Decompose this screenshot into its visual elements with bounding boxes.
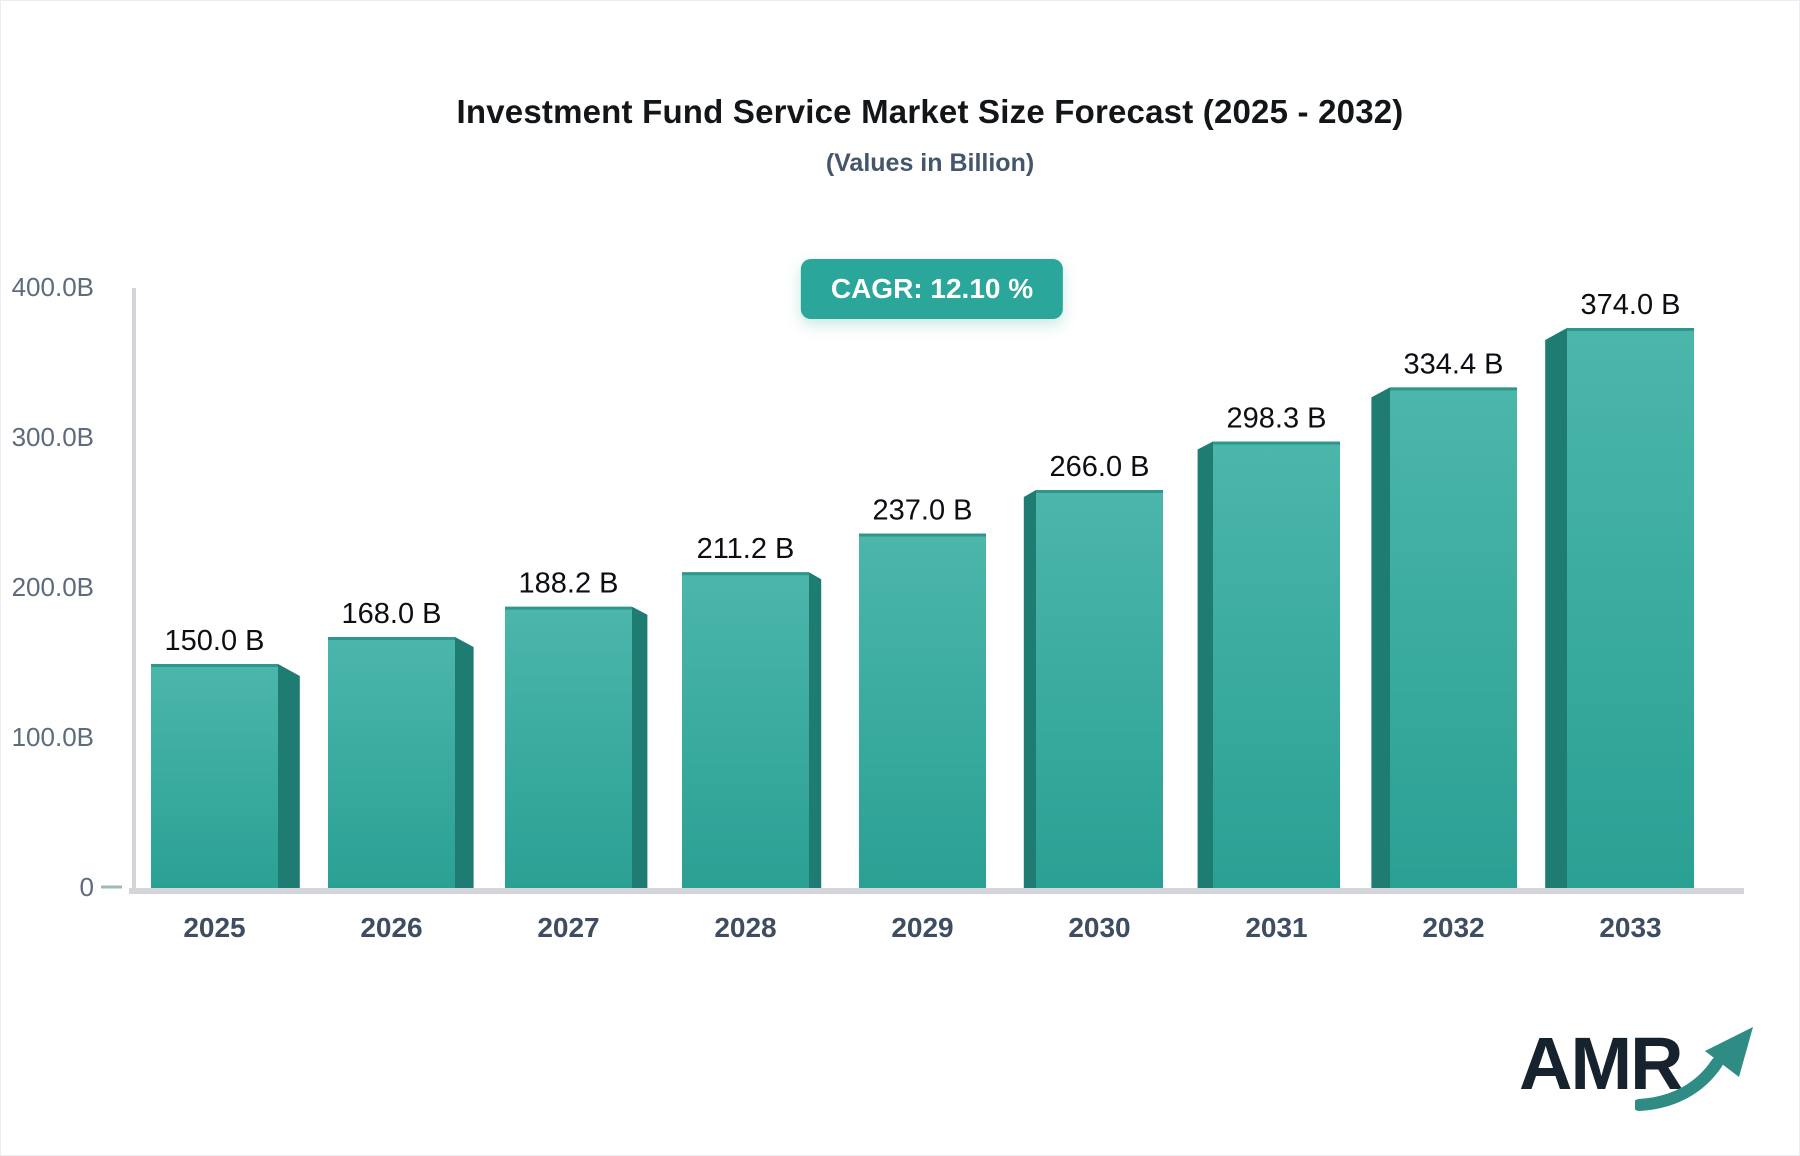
bar-value-label: 150.0 B (165, 625, 265, 657)
bar-top-edge (1390, 387, 1517, 391)
x-tick-label: 2026 (360, 912, 422, 943)
x-tick-label: 2029 (891, 912, 953, 943)
bar-top-edge (1036, 490, 1163, 493)
bar-top-edge (682, 572, 809, 576)
bar-face (1036, 490, 1163, 889)
bar-2033: 374.0 B (1545, 289, 1694, 889)
bar-face (1390, 387, 1517, 889)
bar-face (859, 533, 986, 889)
bar-2025: 150.0 B (151, 625, 300, 889)
bar-value-label: 237.0 B (873, 495, 973, 527)
bar-2030: 266.0 B (1023, 451, 1163, 889)
bar-2029: 237.0 B (859, 495, 986, 889)
cagr-badge-label: CAGR: 12.10 % (830, 273, 1034, 304)
bar-top-edge (1567, 328, 1694, 331)
bar-top-edge (859, 533, 986, 537)
bar-side-face (809, 572, 822, 889)
growth-arrow-icon (1635, 1027, 1753, 1111)
bar-value-label: 334.4 B (1404, 348, 1504, 380)
amr-logo-text: AMR (1519, 1022, 1684, 1105)
bar-value-label: 168.0 B (342, 598, 442, 630)
x-tick-label: 2027 (537, 912, 599, 943)
bar-value-label: 188.2 B (519, 568, 619, 600)
bar-side-face (278, 664, 300, 889)
x-tick-label: 2028 (714, 912, 776, 943)
bar-value-label: 298.3 B (1227, 403, 1327, 435)
bar-top-edge (1213, 441, 1340, 445)
bar-value-label: 374.0 B (1581, 289, 1681, 321)
bar-side-face (455, 637, 474, 889)
bar-top-edge (328, 637, 455, 640)
x-tick-label: 2033 (1599, 912, 1661, 943)
bar-side-face (1545, 328, 1567, 889)
y-tick-label: 200.0B (12, 572, 94, 602)
bar-face (1567, 328, 1694, 889)
bar-face (682, 572, 809, 889)
x-tick-label: 2025 (183, 912, 245, 943)
bar-side-face (1023, 490, 1036, 889)
bar-top-edge (505, 606, 632, 610)
bar-2026: 168.0 B (328, 598, 474, 889)
y-tick-label: 100.0B (12, 722, 94, 752)
bar-side-face (1197, 441, 1213, 889)
amr-logo: AMR (1519, 1027, 1789, 1137)
bar-2032: 334.4 B (1371, 348, 1517, 889)
y-tick-label: 0 (80, 872, 94, 902)
y-tick-label: 400.0B (12, 272, 94, 302)
chart-subtitle: (Values in Billion) (825, 149, 1035, 177)
y-tick-label: 300.0B (12, 422, 94, 452)
bar-value-label: 266.0 B (1050, 451, 1150, 483)
bar-top-edge (151, 664, 278, 667)
bar-2031: 298.3 B (1197, 403, 1340, 889)
bar-value-label: 211.2 B (697, 533, 795, 565)
bar-face (1213, 441, 1340, 889)
x-tick-label: 2032 (1422, 912, 1484, 943)
cagr-badge: CAGR: 12.10 % (800, 259, 1064, 319)
bar-2028: 211.2 B (682, 533, 822, 889)
bar-2027: 188.2 B (505, 568, 648, 889)
bar-side-face (1371, 387, 1390, 889)
bar-face (328, 637, 455, 889)
bar-face (505, 606, 632, 889)
x-tick-label: 2031 (1245, 912, 1307, 943)
bar-face (151, 664, 278, 889)
x-tick-label: 2030 (1068, 912, 1130, 943)
chart-title: Investment Fund Service Market Size Fore… (456, 93, 1404, 130)
bar-side-face (632, 606, 648, 889)
